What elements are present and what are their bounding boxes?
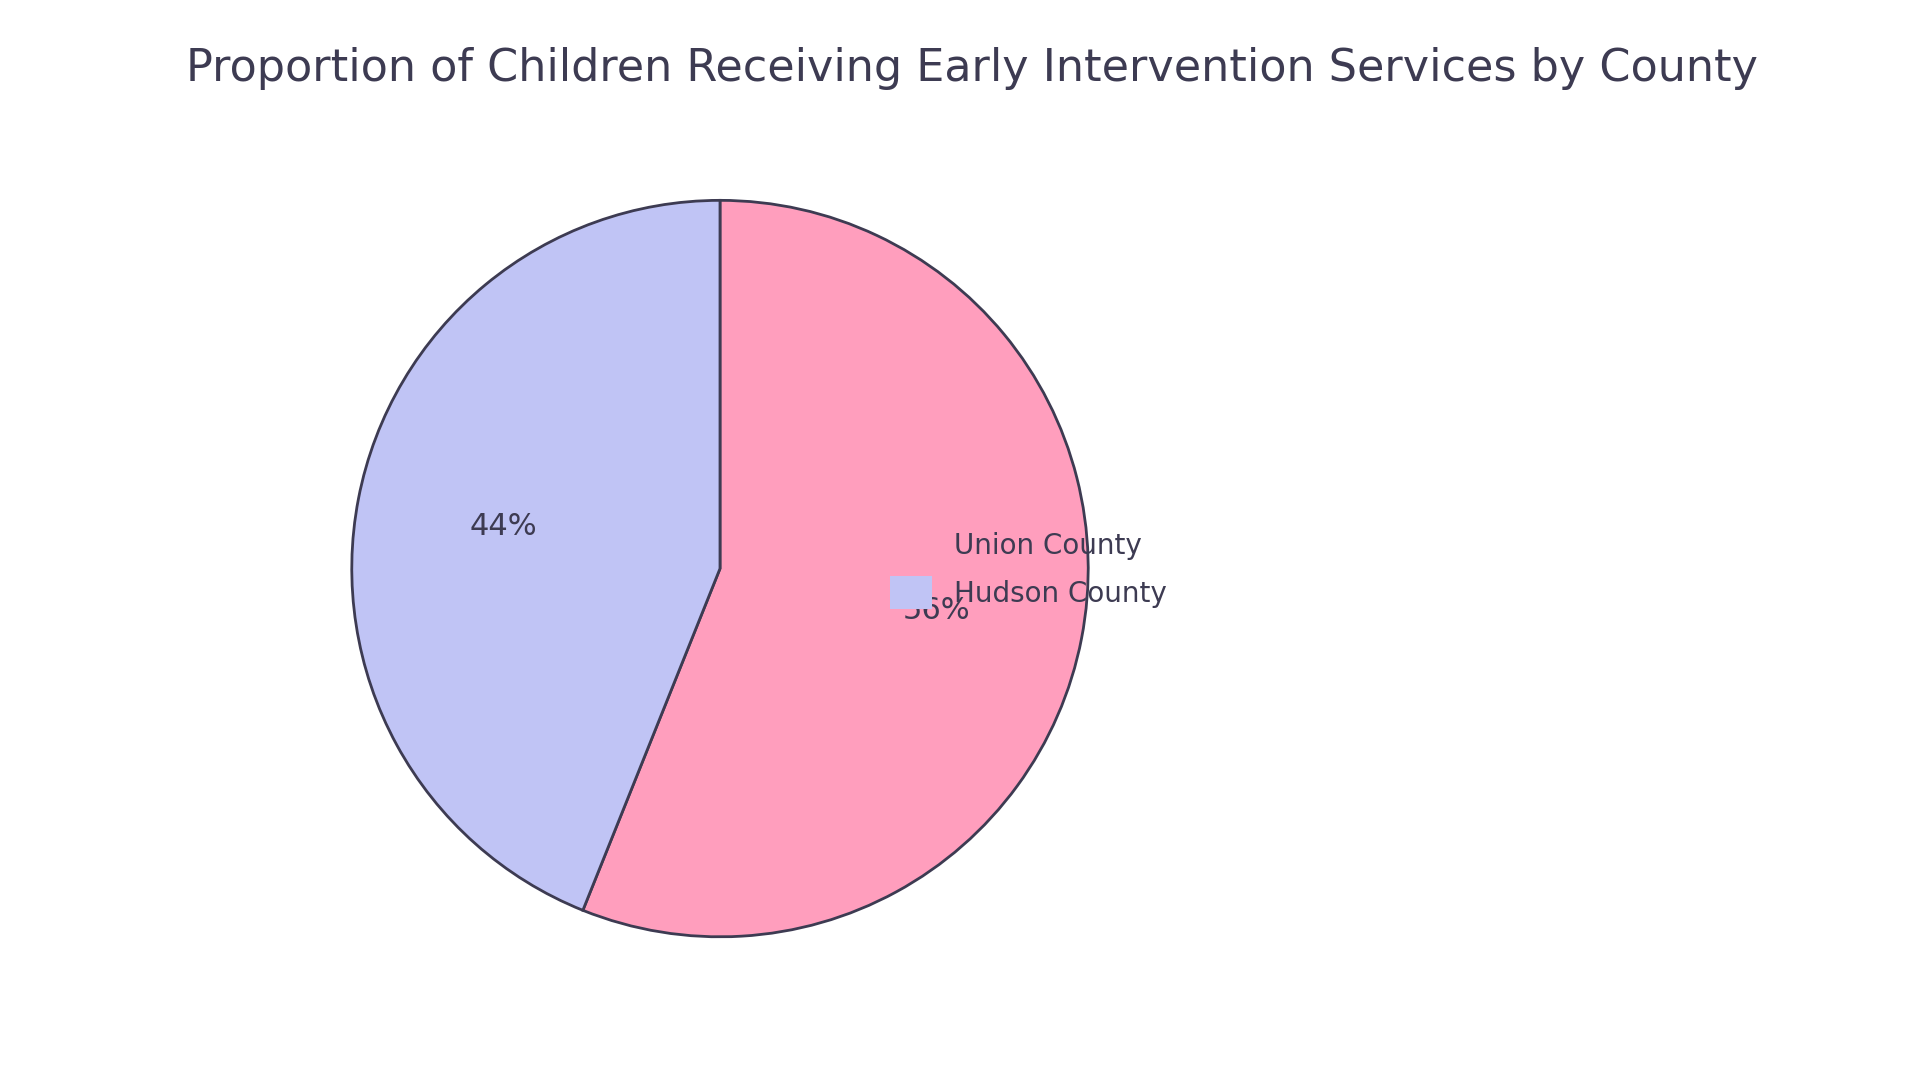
Wedge shape (351, 200, 720, 911)
Text: Proportion of Children Receiving Early Intervention Services by County: Proportion of Children Receiving Early I… (186, 47, 1759, 90)
Text: 56%: 56% (902, 596, 972, 625)
Text: 44%: 44% (468, 512, 538, 542)
Legend: Union County, Hudson County: Union County, Hudson County (891, 527, 1167, 610)
Wedge shape (584, 200, 1089, 937)
